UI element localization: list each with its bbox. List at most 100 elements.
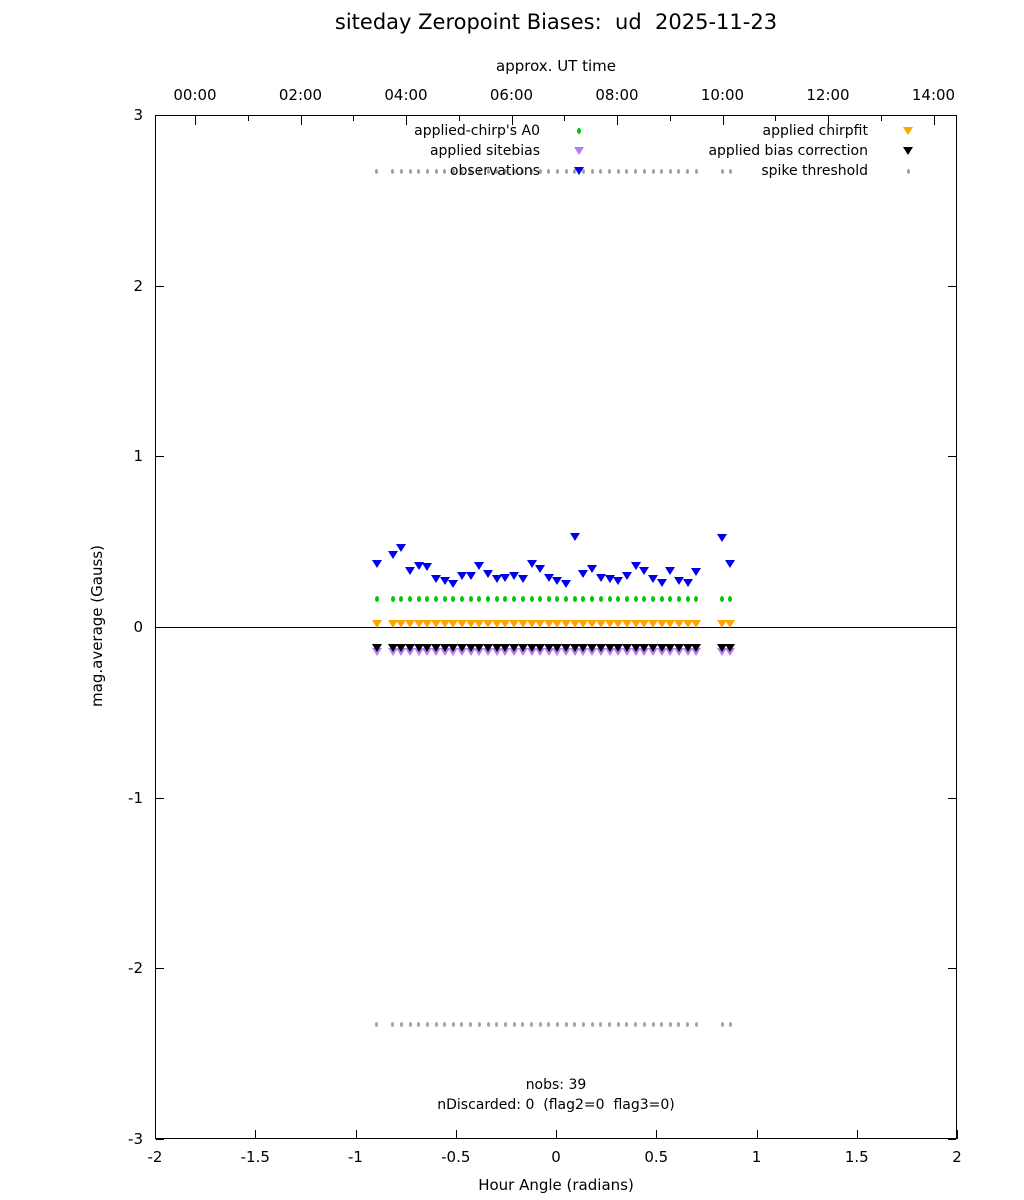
spike-threshold-point [564,1022,568,1028]
spike-threshold-point [677,1022,681,1028]
ut-minor-tick [880,116,882,121]
applied-bias-correction-point [561,644,572,653]
applied-chirpfit-point [405,619,416,628]
observations-point [371,559,382,568]
applied-bias-correction-point [396,644,407,653]
observations-point [439,576,450,585]
ut-tick [828,116,829,125]
applied-bias-correction-point [613,644,624,653]
applied-chirp-s-a0-point [581,595,586,602]
observations-point [673,576,684,585]
applied-chirpfit-legend-marker [903,127,913,135]
spike-threshold-point [555,168,559,174]
applied-chirp-s-a0-point [607,595,612,602]
spike-threshold-point [538,168,542,174]
observations-point [387,551,398,560]
applied-chirp-s-a0-point [399,595,404,602]
applied-sitebias-legend-marker [574,147,584,155]
x-tick [355,1130,357,1139]
spike-threshold-point [651,168,655,174]
ut-minor-tick [458,116,460,121]
applied-chirp-s-a0-point [451,595,456,602]
applied-bias-correction-point [543,644,554,653]
applied-chirpfit-point [665,619,676,628]
x-tick-label: 0 [551,1148,561,1166]
observations-point [491,575,502,584]
spike-threshold-point [720,168,724,174]
applied-chirpfit-point [673,619,684,628]
applied-bias-correction-point [682,644,693,653]
applied-chirpfit-point [422,619,433,628]
applied-bias-correction-point [587,644,598,653]
ut-tick-label: 00:00 [173,86,217,104]
applied-chirpfit-point [578,619,589,628]
spike-threshold-point [634,1022,638,1028]
x-tick-label: 1 [751,1148,762,1166]
legend-label-observations: observations [449,163,540,179]
applied-chirpfit-point [413,619,424,628]
applied-chirpfit-point [648,619,659,628]
y-tick-label: 2 [133,276,143,295]
applied-chirp-s-a0-point [442,595,447,602]
applied-chirp-s-a0-point [633,595,638,602]
spike-threshold-point [443,1022,447,1028]
x-tick-label: -2 [147,1148,163,1166]
applied-chirpfit-point [526,619,537,628]
y-tick-label: 3 [133,106,143,124]
spike-threshold-point [728,168,732,174]
spike-threshold-point [417,1022,421,1028]
applied-chirpfit-point [517,619,528,628]
observations-point [465,571,476,580]
applied-chirp-s-a0-point [555,595,560,602]
applied-bias-correction-point [500,644,511,653]
applied-bias-correction-point [639,644,650,653]
applied-chirp-s-a0-point [668,595,673,602]
applied-chirpfit-point [439,619,450,628]
applied-chirp-s-a0-point [651,595,656,602]
applied-chirp-s-a0-point [728,595,733,602]
x-tick-label: -1.5 [240,1148,270,1166]
applied-bias-correction-point [387,644,398,653]
spike-threshold-point [425,1022,429,1028]
spike-threshold-point [486,1022,490,1028]
ut-tick-label: 10:00 [700,86,745,104]
applied-chirpfit-point [396,619,407,628]
ut-tick [722,116,724,125]
observations-point [483,570,494,579]
applied-chirpfit-point [543,619,554,628]
applied-bias-correction-legend-marker [903,147,913,155]
x-tick [957,1130,958,1139]
spike-threshold-point [477,1022,481,1028]
applied-chirp-s-a0-point [616,595,621,602]
spike-threshold-point [625,1022,629,1028]
observations-point [456,571,467,580]
spike-threshold-point [642,168,646,174]
spike-threshold-point [651,1022,655,1028]
applied-chirp-s-a0-legend-marker [577,128,581,134]
spike-threshold-point [391,168,395,174]
spike-threshold-point [408,1022,412,1028]
spike-threshold-point [728,1022,732,1028]
observations-point [630,561,641,570]
applied-chirpfit-point [535,619,546,628]
y-tick-right [948,797,956,799]
spike-threshold-point [660,1022,664,1028]
x-tick [656,1130,658,1139]
observations-point [413,561,424,570]
observations-point [526,559,537,568]
spike-threshold-point [408,168,412,174]
applied-chirp-s-a0-point [694,595,699,602]
applied-chirpfit-point [595,619,606,628]
applied-bias-correction-point [569,644,580,653]
spike-threshold-point [399,168,403,174]
y-tick-label: 1 [133,447,143,466]
ut-tick [300,116,302,125]
ut-tick-label: 02:00 [278,86,323,104]
ut-tick-label: 04:00 [384,86,428,104]
applied-bias-correction-point [465,644,476,653]
observations-point [587,564,598,573]
ut-tick-label: 14:00 [911,86,956,104]
applied-chirpfit-point [587,619,598,628]
spike-threshold-point [460,1022,464,1028]
